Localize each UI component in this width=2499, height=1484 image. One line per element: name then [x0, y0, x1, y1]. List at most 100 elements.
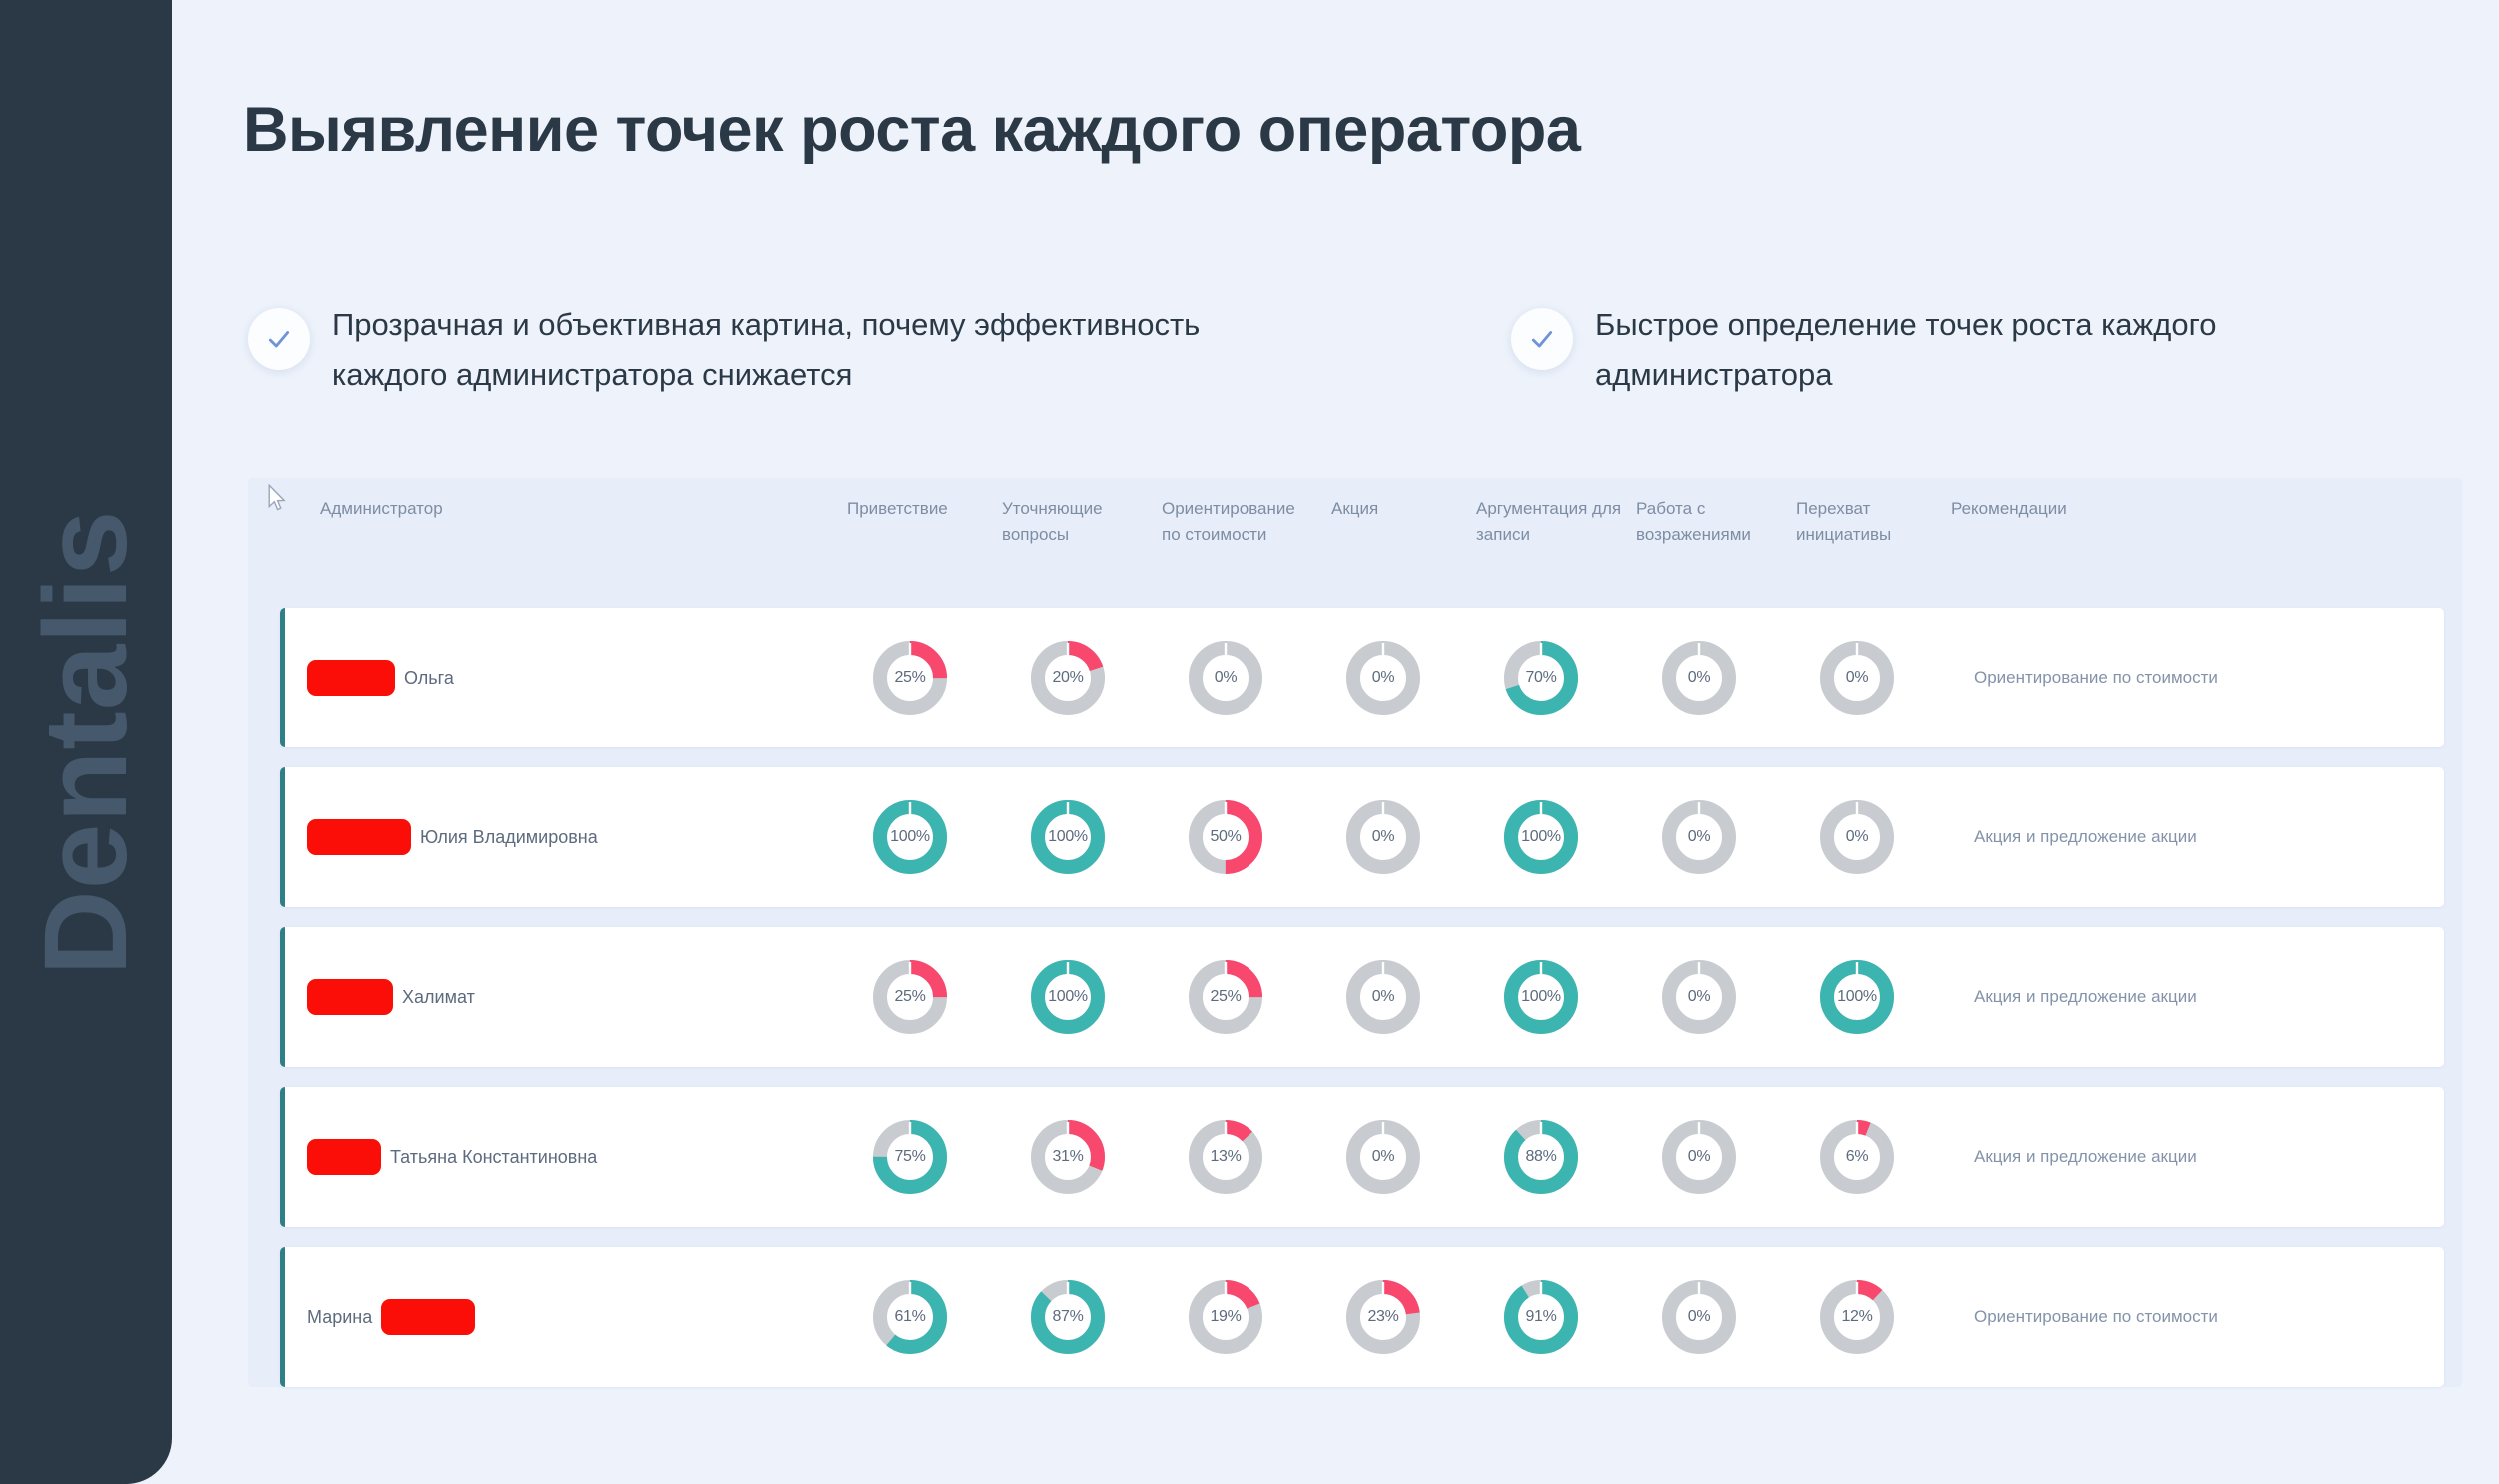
operator-name-label: Юлия Владимировна: [420, 826, 598, 847]
redaction-block: [307, 660, 395, 696]
score-donut[interactable]: 31%: [1029, 1118, 1107, 1196]
column-header-2[interactable]: Уточняющие вопросы: [1002, 496, 1103, 549]
operator-name-cell: Ольга: [307, 660, 454, 696]
score-donut-label: 100%: [1048, 828, 1088, 845]
score-donut[interactable]: 61%: [871, 1278, 949, 1356]
score-donut-label: 0%: [1214, 669, 1238, 686]
score-donut[interactable]: 0%: [1660, 639, 1738, 717]
column-header-3[interactable]: Ориентирование по стоимости: [1162, 496, 1295, 549]
score-donut[interactable]: 100%: [1818, 958, 1896, 1036]
bullet-item-1: Быстрое определение точек роста каждого …: [1511, 300, 2311, 400]
table-row[interactable]: Ольга 25% 20% 0% 0% 70% 0% 0% Ориентирова…: [280, 608, 2444, 747]
score-donut[interactable]: 87%: [1029, 1278, 1107, 1356]
recommendation-cell: Ориентирование по стоимости: [1974, 668, 2218, 687]
score-donut-label: 88%: [1525, 1148, 1557, 1165]
redaction-block: [307, 819, 411, 855]
score-donut[interactable]: 88%: [1502, 1118, 1580, 1196]
score-donut-label: 91%: [1525, 1308, 1557, 1325]
score-donut[interactable]: 12%: [1818, 1278, 1896, 1356]
score-donut[interactable]: 0%: [1344, 639, 1422, 717]
column-header-7[interactable]: Перехват инициативы: [1796, 496, 1891, 549]
score-donut-label: 13%: [1210, 1148, 1242, 1165]
redaction-block: [381, 1299, 476, 1335]
column-header-line: Администратор: [320, 499, 443, 518]
score-donut[interactable]: 0%: [1344, 1118, 1422, 1196]
score-donut[interactable]: 0%: [1818, 798, 1896, 876]
column-header-8[interactable]: Рекомендации: [1951, 496, 2067, 522]
score-donut[interactable]: 20%: [1029, 639, 1107, 717]
score-donut-label: 25%: [1210, 988, 1242, 1005]
score-donut-label: 0%: [1371, 669, 1395, 686]
recommendation-cell: Акция и предложение акции: [1974, 987, 2197, 1006]
bullet-item-0: Прозрачная и объективная картина, почему…: [248, 300, 1297, 400]
score-donut[interactable]: 0%: [1818, 639, 1896, 717]
score-donut[interactable]: 0%: [1344, 958, 1422, 1036]
score-donut-label: 0%: [1687, 669, 1711, 686]
column-header-4[interactable]: Акция: [1331, 496, 1378, 522]
score-donut-label: 0%: [1687, 828, 1711, 845]
page-title: Выявление точек роста каждого оператора: [243, 95, 1581, 165]
score-donut[interactable]: 70%: [1502, 639, 1580, 717]
recommendation-cell: Акция и предложение акции: [1974, 1147, 2197, 1166]
check-icon: [1511, 308, 1573, 370]
column-header-line: по стоимости: [1162, 525, 1267, 545]
column-header-line: Акция: [1331, 499, 1379, 518]
score-donut-label: 0%: [1371, 828, 1395, 845]
score-donut[interactable]: 91%: [1502, 1278, 1580, 1356]
column-header-line: Уточняющие: [1002, 499, 1103, 518]
operator-name-cell: Татьяна Константиновна: [307, 1139, 597, 1175]
operator-name-cell: Юлия Владимировна: [307, 819, 598, 855]
score-donut[interactable]: 0%: [1660, 1278, 1738, 1356]
score-donut-label: 0%: [1845, 828, 1869, 845]
score-donut[interactable]: 50%: [1187, 798, 1264, 876]
score-donut[interactable]: 100%: [1502, 798, 1580, 876]
score-donut[interactable]: 0%: [1660, 798, 1738, 876]
column-header-line: возражениями: [1636, 525, 1751, 545]
score-donut[interactable]: 23%: [1344, 1278, 1422, 1356]
score-donut[interactable]: 0%: [1660, 958, 1738, 1036]
score-donut[interactable]: 75%: [871, 1118, 949, 1196]
column-header-1[interactable]: Приветствие: [847, 496, 948, 522]
column-header-5[interactable]: Аргументация для записи: [1476, 496, 1621, 549]
score-donut-label: 0%: [1687, 1148, 1711, 1165]
recommendation-cell: Ориентирование по стоимости: [1974, 1307, 2218, 1326]
score-donut-label: 23%: [1367, 1308, 1399, 1325]
column-header-line: записи: [1476, 525, 1530, 545]
score-donut[interactable]: 25%: [871, 639, 949, 717]
redaction-block: [307, 1139, 381, 1175]
score-donut[interactable]: 25%: [871, 958, 949, 1036]
table-row[interactable]: Татьяна Константиновна 75% 31% 13% 0% 88…: [280, 1087, 2444, 1227]
score-donut[interactable]: 100%: [871, 798, 949, 876]
score-donut[interactable]: 100%: [1029, 958, 1107, 1036]
score-donut[interactable]: 0%: [1660, 1118, 1738, 1196]
score-donut-label: 0%: [1371, 988, 1395, 1005]
column-header-line: инициативы: [1796, 525, 1892, 545]
column-header-line: Ориентирование: [1162, 499, 1295, 518]
column-header-line: Аргументация для: [1476, 499, 1622, 518]
table-row[interactable]: Марина 61% 87% 19% 23% 91% 0% 12% Ориенти…: [280, 1247, 2444, 1387]
operator-name-label: Халимат: [402, 986, 475, 1007]
score-donut[interactable]: 100%: [1029, 798, 1107, 876]
table-row[interactable]: Халимат 25% 100% 25% 0% 100% 0% 100% Акци…: [280, 927, 2444, 1067]
score-donut[interactable]: 13%: [1187, 1118, 1264, 1196]
score-donut[interactable]: 0%: [1344, 798, 1422, 876]
column-header-0[interactable]: Администратор: [320, 496, 443, 522]
brand-logo-text: Dentalis: [20, 508, 152, 976]
brand-sidebar: Dentalis: [0, 0, 172, 1484]
score-donut[interactable]: 6%: [1818, 1118, 1896, 1196]
column-header-line: вопросы: [1002, 525, 1070, 545]
column-header-line: Перехват: [1796, 499, 1871, 518]
score-donut-label: 100%: [1521, 828, 1561, 845]
score-donut-label: 19%: [1210, 1308, 1242, 1325]
table-header-row: Администратор Приветствие Уточняющие вопрос…: [262, 496, 2462, 586]
score-donut[interactable]: 0%: [1187, 639, 1264, 717]
score-donut[interactable]: 100%: [1502, 958, 1580, 1036]
score-donut-label: 25%: [894, 669, 926, 686]
score-donut[interactable]: 25%: [1187, 958, 1264, 1036]
score-donut-label: 0%: [1371, 1148, 1395, 1165]
table-row[interactable]: Юлия Владимировна 100% 100% 50% 0% 100% …: [280, 767, 2444, 907]
score-donut-label: 100%: [1521, 988, 1561, 1005]
score-donut-label: 100%: [1048, 988, 1088, 1005]
score-donut[interactable]: 19%: [1187, 1278, 1264, 1356]
column-header-6[interactable]: Работа с возражениями: [1636, 496, 1751, 549]
